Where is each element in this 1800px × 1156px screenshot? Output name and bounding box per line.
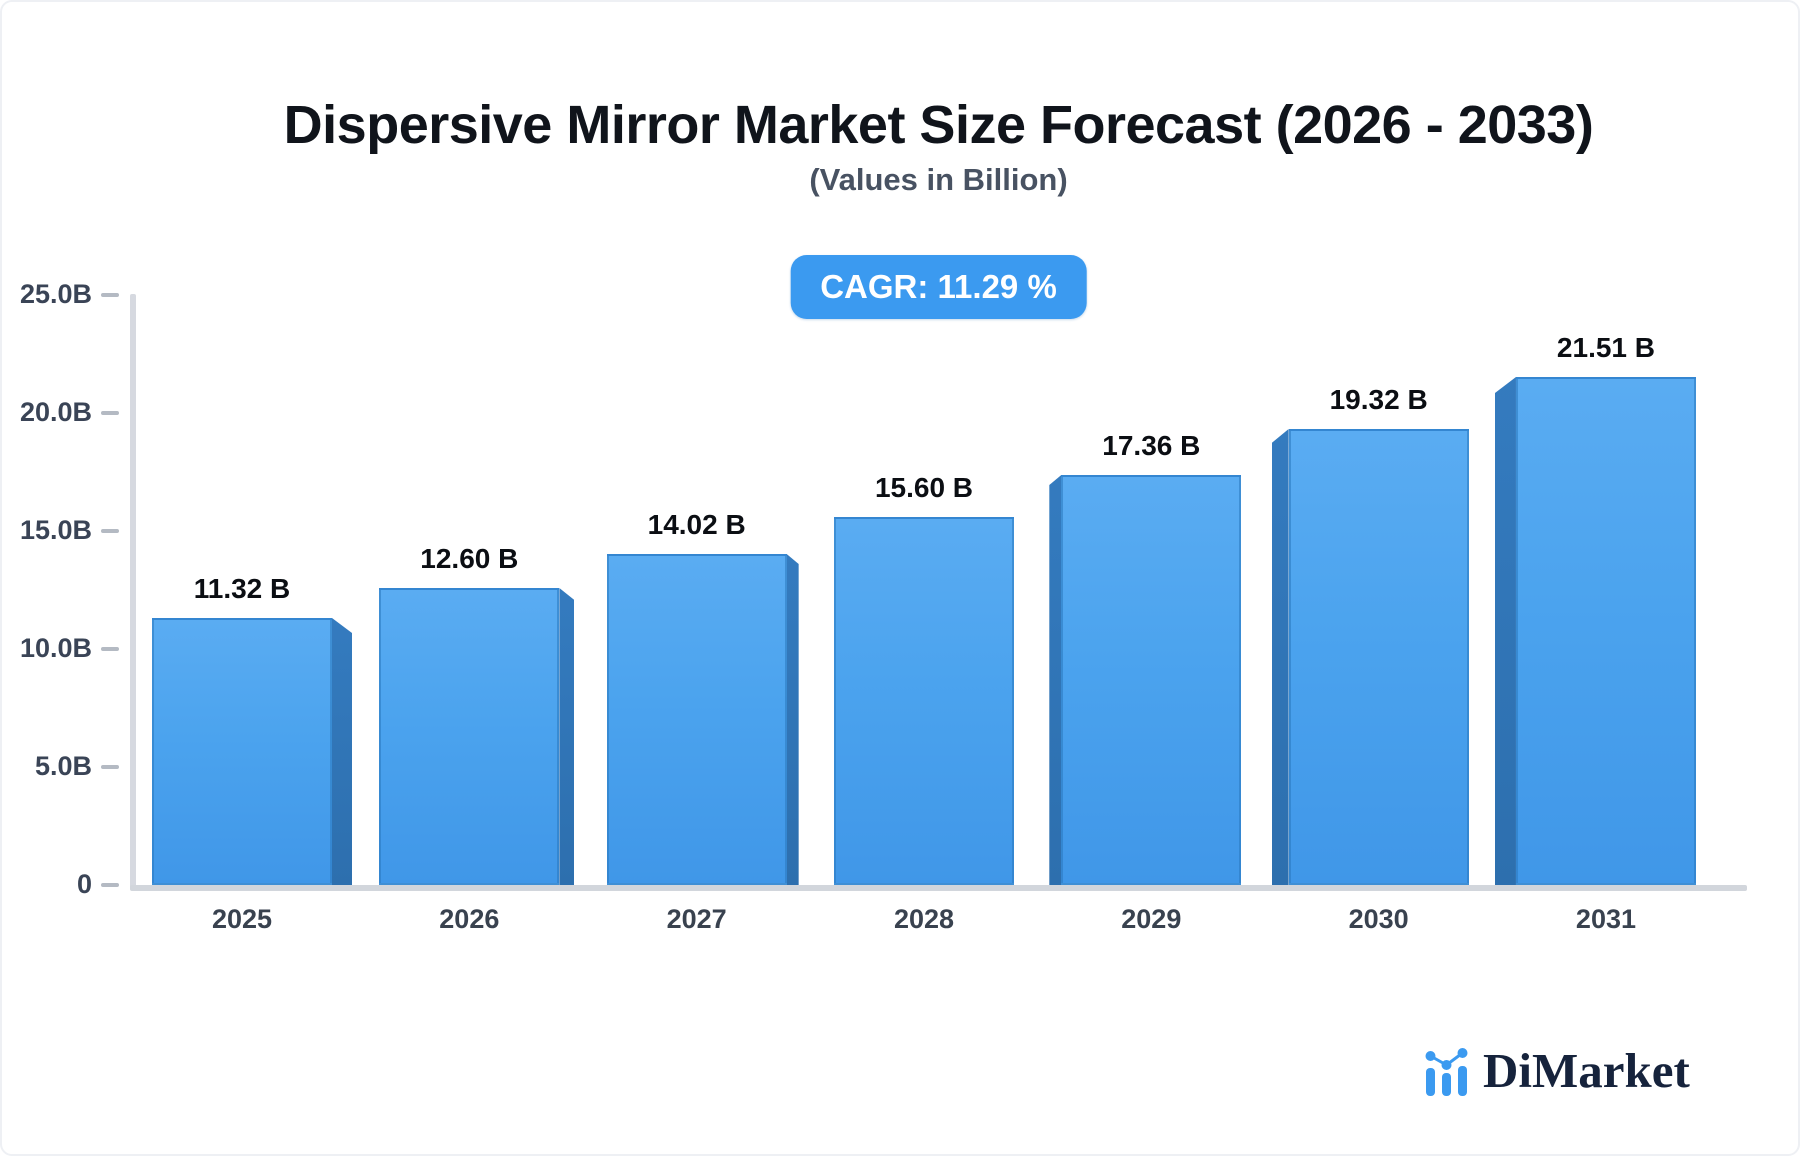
y-tick-label: 10.0B: [19, 633, 92, 663]
bar-face: [1061, 475, 1242, 885]
y-tick: [101, 293, 119, 297]
x-tick-label: 2026: [439, 904, 500, 934]
chart-title: Dispersive Mirror Market Size Forecast (…: [283, 95, 1594, 155]
bar-face: [606, 554, 787, 885]
bar-value-label: 19.32 B: [1329, 384, 1428, 415]
y-tick-label: 25.0B: [19, 279, 92, 309]
bar-side-3d: [1494, 377, 1516, 885]
y-axis-line: [130, 294, 136, 890]
x-tick-label: 2029: [1121, 904, 1182, 934]
bar-side-3d: [786, 554, 799, 885]
x-tick-label: 2025: [211, 904, 273, 934]
bar-value-label: 11.32 B: [193, 573, 291, 604]
y-tick: [101, 883, 119, 887]
bar-value-label: 15.60 B: [874, 472, 974, 503]
bar-value-label: 14.02 B: [647, 509, 746, 540]
bar-value-label: 12.60 B: [420, 543, 519, 574]
x-tick-label: 2030: [1348, 904, 1409, 934]
bar-face: [1288, 429, 1469, 885]
x-axis-baseline: [130, 885, 1747, 891]
y-tick-label: 5.0B: [34, 751, 92, 781]
y-tick: [101, 529, 119, 533]
bar-chart-icon: [1425, 1047, 1468, 1096]
chart-subtitle: (Values in Billion): [809, 162, 1068, 197]
logo-text: DiMarket: [1483, 1043, 1690, 1098]
dimarket-logo: DiMarket: [1424, 1042, 1690, 1099]
bar-side-3d: [1271, 429, 1289, 885]
cagr-badge: CAGR: 11.29 %: [790, 255, 1087, 319]
bar-face: [1515, 377, 1696, 885]
y-tick: [101, 765, 119, 769]
bar-side-3d: [559, 588, 575, 885]
y-tick: [101, 411, 119, 415]
bar-face: [152, 618, 332, 885]
bar-2028: [833, 517, 1014, 885]
bar-side-3d: [1049, 475, 1062, 885]
x-tick-label: 2027: [666, 904, 727, 934]
bar-side-3d: [332, 618, 352, 885]
bar-2026: [379, 588, 575, 885]
y-tick: [101, 647, 119, 651]
bar-value-label: 17.36 B: [1102, 430, 1201, 461]
bar-2030: [1271, 429, 1469, 885]
x-tick-label: 2031: [1575, 904, 1637, 934]
bar-2027: [606, 554, 799, 885]
bar-face: [833, 517, 1014, 885]
bar-2025: [152, 618, 352, 885]
y-tick-label: 20.0B: [19, 397, 92, 427]
y-tick-label: 15.0B: [19, 515, 92, 545]
bar-face: [379, 588, 560, 885]
bar-value-label: 21.51 B: [1556, 332, 1656, 363]
bar-2031: [1494, 377, 1696, 885]
y-tick-label: 0: [76, 869, 92, 899]
x-tick-label: 2028: [893, 904, 955, 934]
bar-2029: [1049, 475, 1242, 885]
